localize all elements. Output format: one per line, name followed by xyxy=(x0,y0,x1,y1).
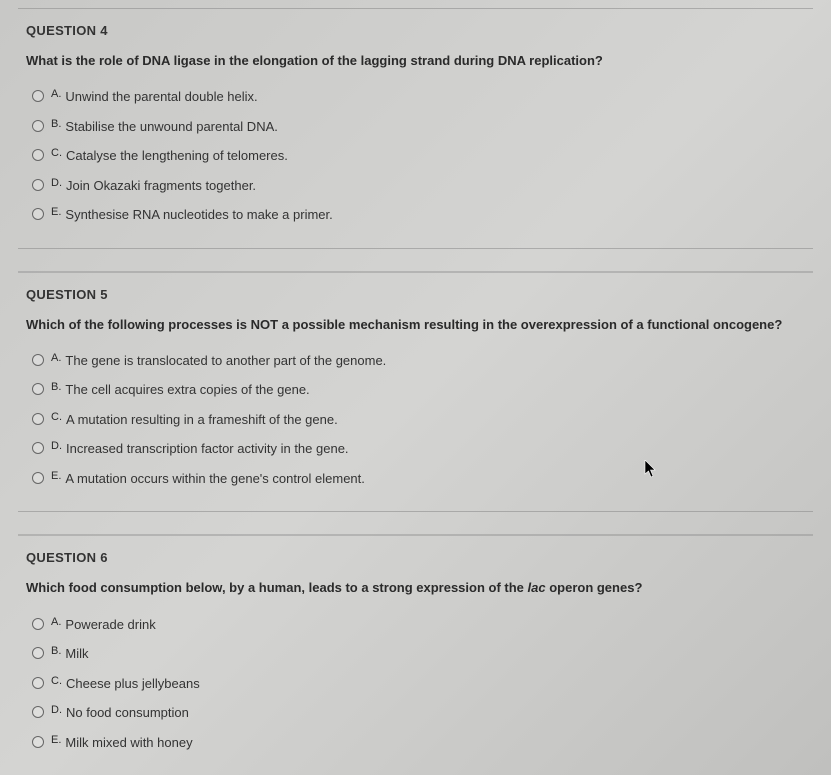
divider xyxy=(18,271,813,273)
prompt-text-post: operon genes? xyxy=(546,580,643,595)
option-text: Increased transcription factor activity … xyxy=(66,439,349,459)
option-row[interactable]: A. The gene is translocated to another p… xyxy=(26,346,805,376)
option-row[interactable]: A. Unwind the parental double helix. xyxy=(26,82,805,112)
divider xyxy=(18,248,813,249)
option-letter: C. xyxy=(51,145,62,162)
option-text: Unwind the parental double helix. xyxy=(65,87,257,107)
option-letter: B. xyxy=(51,379,61,396)
option-letter: E. xyxy=(51,204,61,221)
spacer xyxy=(18,249,813,271)
option-letter: B. xyxy=(51,116,61,133)
option-row[interactable]: E. Milk mixed with honey xyxy=(26,728,805,758)
question-block-6: QUESTION 6 Which food consumption below,… xyxy=(18,536,813,775)
option-row[interactable]: B. Milk xyxy=(26,639,805,669)
question-block-5: QUESTION 5 Which of the following proces… xyxy=(18,273,813,512)
radio-icon[interactable] xyxy=(32,208,44,220)
option-text: A mutation resulting in a frameshift of … xyxy=(66,410,338,430)
option-letter: D. xyxy=(51,702,62,719)
prompt-text-pre: Which food consumption below, by a human… xyxy=(26,580,528,595)
divider xyxy=(18,534,813,536)
option-letter: D. xyxy=(51,175,62,192)
option-letter: A. xyxy=(51,350,61,367)
option-letter: D. xyxy=(51,438,62,455)
option-letter: B. xyxy=(51,643,61,660)
option-row[interactable]: B. Stabilise the unwound parental DNA. xyxy=(26,112,805,142)
prompt-text-italic: lac xyxy=(528,580,546,595)
quiz-page: QUESTION 4 What is the role of DNA ligas… xyxy=(0,0,831,775)
prompt-text: What is the role of DNA ligase in the el… xyxy=(26,53,603,68)
question-prompt: What is the role of DNA ligase in the el… xyxy=(26,52,805,70)
option-row[interactable]: D. Join Okazaki fragments together. xyxy=(26,171,805,201)
option-text: Powerade drink xyxy=(65,615,155,635)
option-row[interactable]: C. Catalyse the lengthening of telomeres… xyxy=(26,141,805,171)
radio-icon[interactable] xyxy=(32,413,44,425)
option-row[interactable]: E. Synthesise RNA nucleotides to make a … xyxy=(26,200,805,230)
option-text: Join Okazaki fragments together. xyxy=(66,176,256,196)
option-text: Milk xyxy=(65,644,88,664)
option-text: Cheese plus jellybeans xyxy=(66,674,200,694)
option-text: No food consumption xyxy=(66,703,189,723)
option-letter: A. xyxy=(51,614,61,631)
spacer xyxy=(18,512,813,534)
radio-icon[interactable] xyxy=(32,472,44,484)
radio-icon[interactable] xyxy=(32,149,44,161)
radio-icon[interactable] xyxy=(32,120,44,132)
question-title: QUESTION 4 xyxy=(26,23,805,38)
radio-icon[interactable] xyxy=(32,706,44,718)
prompt-text: Which of the following processes is NOT … xyxy=(26,317,782,332)
option-text: The cell acquires extra copies of the ge… xyxy=(65,380,309,400)
option-text: Milk mixed with honey xyxy=(65,733,192,753)
option-row[interactable]: D. No food consumption xyxy=(26,698,805,728)
option-text: Synthesise RNA nucleotides to make a pri… xyxy=(65,205,332,225)
option-text: Stabilise the unwound parental DNA. xyxy=(65,117,277,137)
radio-icon[interactable] xyxy=(32,90,44,102)
option-row[interactable]: C. A mutation resulting in a frameshift … xyxy=(26,405,805,435)
radio-icon[interactable] xyxy=(32,647,44,659)
question-block-4: QUESTION 4 What is the role of DNA ligas… xyxy=(18,9,813,248)
option-letter: A. xyxy=(51,86,61,103)
option-letter: E. xyxy=(51,732,61,749)
option-row[interactable]: B. The cell acquires extra copies of the… xyxy=(26,375,805,405)
divider xyxy=(18,8,813,9)
option-letter: C. xyxy=(51,673,62,690)
question-title: QUESTION 6 xyxy=(26,550,805,565)
radio-icon[interactable] xyxy=(32,442,44,454)
option-text: A mutation occurs within the gene's cont… xyxy=(65,469,364,489)
option-row[interactable]: E. A mutation occurs within the gene's c… xyxy=(26,464,805,494)
question-prompt: Which of the following processes is NOT … xyxy=(26,316,805,334)
option-row[interactable]: D. Increased transcription factor activi… xyxy=(26,434,805,464)
radio-icon[interactable] xyxy=(32,354,44,366)
divider xyxy=(18,511,813,512)
option-row[interactable]: C. Cheese plus jellybeans xyxy=(26,669,805,699)
option-text: Catalyse the lengthening of telomeres. xyxy=(66,146,288,166)
radio-icon[interactable] xyxy=(32,383,44,395)
question-title: QUESTION 5 xyxy=(26,287,805,302)
option-letter: E. xyxy=(51,468,61,485)
radio-icon[interactable] xyxy=(32,677,44,689)
radio-icon[interactable] xyxy=(32,618,44,630)
radio-icon[interactable] xyxy=(32,736,44,748)
option-text: The gene is translocated to another part… xyxy=(65,351,386,371)
question-prompt: Which food consumption below, by a human… xyxy=(26,579,805,597)
option-letter: C. xyxy=(51,409,62,426)
radio-icon[interactable] xyxy=(32,179,44,191)
option-row[interactable]: A. Powerade drink xyxy=(26,610,805,640)
